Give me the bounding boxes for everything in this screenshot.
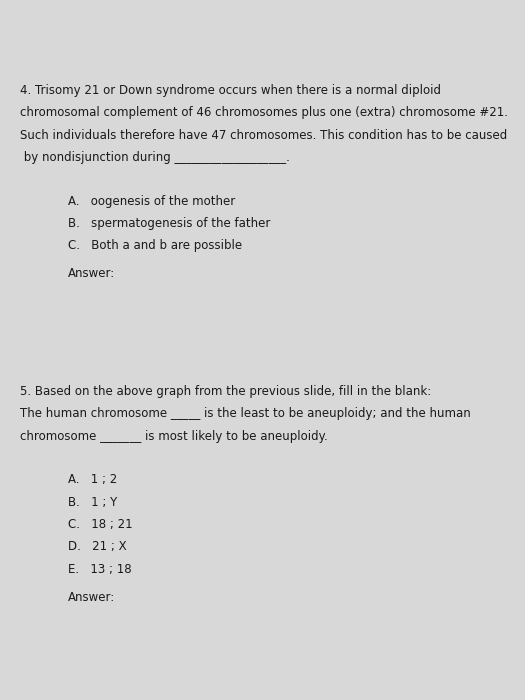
Text: B.   spermatogenesis of the father: B. spermatogenesis of the father	[68, 217, 270, 230]
Text: Answer:: Answer:	[68, 267, 116, 281]
Text: 5. Based on the above graph from the previous slide, fill in the blank:: 5. Based on the above graph from the pre…	[20, 385, 431, 398]
Text: A.   1 ; 2: A. 1 ; 2	[68, 473, 118, 486]
Text: Such individuals therefore have 47 chromosomes. This condition has to be caused: Such individuals therefore have 47 chrom…	[20, 129, 507, 142]
Text: chromosome _______ is most likely to be aneuploidy.: chromosome _______ is most likely to be …	[20, 430, 328, 443]
Text: C.   18 ; 21: C. 18 ; 21	[68, 518, 133, 531]
Text: C.   Both a and b are possible: C. Both a and b are possible	[68, 239, 243, 253]
Text: E.   13 ; 18: E. 13 ; 18	[68, 563, 132, 576]
Text: chromosomal complement of 46 chromosomes plus one (extra) chromosome #21.: chromosomal complement of 46 chromosomes…	[20, 106, 508, 120]
Text: B.   1 ; Y: B. 1 ; Y	[68, 496, 118, 509]
Text: Answer:: Answer:	[68, 591, 116, 604]
Text: A.   oogenesis of the mother: A. oogenesis of the mother	[68, 195, 236, 208]
Text: by nondisjunction during ___________________.: by nondisjunction during _______________…	[20, 151, 290, 164]
Text: 4. Trisomy 21 or Down syndrome occurs when there is a normal diploid: 4. Trisomy 21 or Down syndrome occurs wh…	[20, 84, 441, 97]
Text: D.   21 ; X: D. 21 ; X	[68, 540, 127, 554]
Text: The human chromosome _____ is the least to be aneuploidy; and the human: The human chromosome _____ is the least …	[20, 407, 471, 421]
